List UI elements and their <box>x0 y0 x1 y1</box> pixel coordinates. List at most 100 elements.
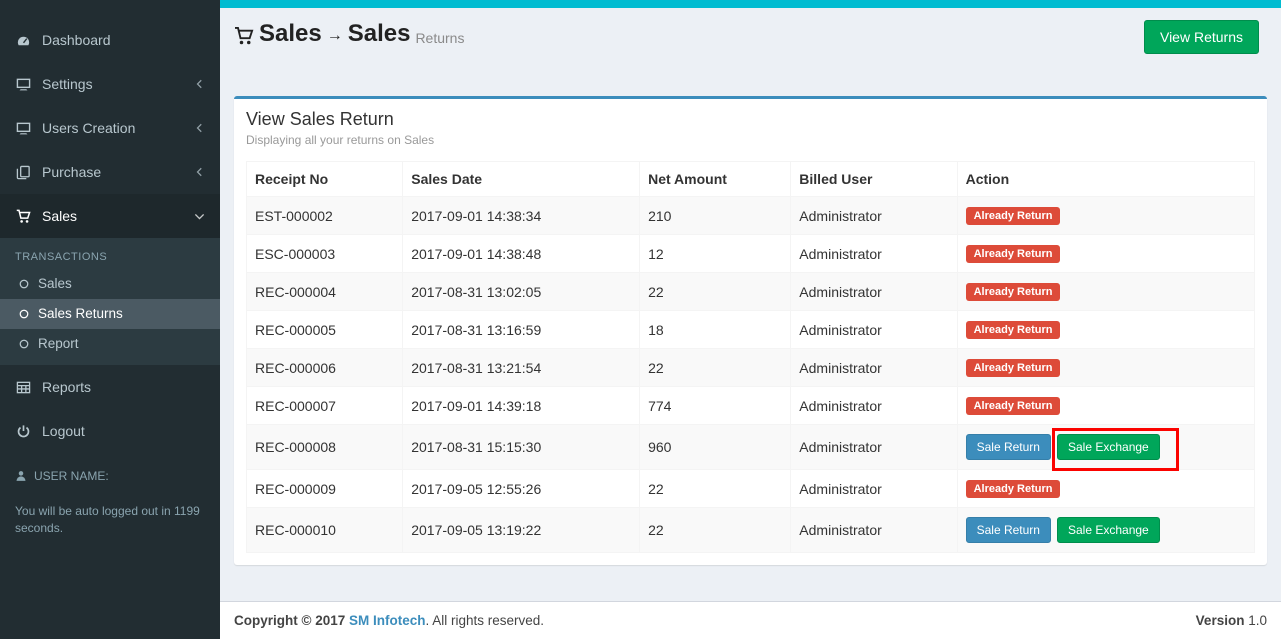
sale-exchange-button[interactable]: Sale Exchange <box>1056 517 1160 543</box>
table-header: Receipt No Sales Date Net Amount Billed … <box>245 161 1256 197</box>
cell-sales-date: 2017-08-31 13:16:59 <box>402 310 641 349</box>
monitor-icon <box>15 121 32 136</box>
circle-icon <box>19 309 29 319</box>
copy-icon <box>15 165 32 180</box>
cell-action: Already Return <box>956 348 1256 387</box>
sidebar-item-users-creation[interactable]: Users Creation <box>0 106 220 150</box>
sidebar-item-label: Settings <box>42 76 93 92</box>
column-header-sales-date: Sales Date <box>402 161 641 197</box>
cell-action: Sale Return Sale Exchange <box>956 507 1256 553</box>
sales-return-panel: View Sales Return Displaying all your re… <box>234 96 1267 565</box>
chevron-left-icon <box>195 167 205 177</box>
sidebar: Dashboard Settings Users Creation <box>0 0 220 639</box>
cell-receipt-no: REC-000006 <box>245 348 404 387</box>
version-value: 1.0 <box>1248 613 1267 628</box>
version-text: Version 1.0 <box>1196 613 1267 628</box>
panel-title: View Sales Return <box>246 109 394 129</box>
column-header-receipt-no: Receipt No <box>245 161 404 197</box>
cell-action: Already Return <box>956 469 1256 508</box>
sidebar-nav: Dashboard Settings Users Creation <box>0 0 220 453</box>
user-panel: USER NAME: You will be auto logged out i… <box>0 453 220 537</box>
already-return-badge: Already Return <box>965 245 1061 263</box>
cell-action: Already Return <box>956 234 1256 273</box>
cell-net-amount: 22 <box>639 469 792 508</box>
circle-icon <box>19 279 29 289</box>
monitor-icon <box>15 77 32 92</box>
top-accent-bar <box>220 0 1281 8</box>
cell-receipt-no: REC-000007 <box>245 386 404 425</box>
sidebar-item-purchase[interactable]: Purchase <box>0 150 220 194</box>
cell-billed-user: Administrator <box>790 469 958 508</box>
sidebar-item-label: Dashboard <box>42 32 111 48</box>
cell-sales-date: 2017-09-01 14:38:34 <box>402 196 641 235</box>
already-return-badge: Already Return <box>965 321 1061 339</box>
sales-submenu: TRANSACTIONS Sales Sales Returns <box>0 238 220 365</box>
user-icon <box>15 470 27 482</box>
power-icon <box>15 424 32 439</box>
table-row: REC-000008 2017-08-31 15:15:30 960 Administ… <box>245 424 1256 471</box>
cell-sales-date: 2017-08-31 13:02:05 <box>402 272 641 311</box>
table-body: EST-000002 2017-09-01 14:38:34 210 Administ… <box>245 196 1256 553</box>
sale-exchange-button[interactable]: Sale Exchange <box>1056 434 1160 460</box>
submenu-item-label: Sales Returns <box>38 306 123 321</box>
cell-receipt-no: REC-000010 <box>245 507 404 553</box>
cell-receipt-no: REC-000005 <box>245 310 404 349</box>
submenu-item-label: Report <box>38 336 79 351</box>
table-icon <box>15 380 32 395</box>
cell-sales-date: 2017-09-01 14:39:18 <box>402 386 641 425</box>
cell-billed-user: Administrator <box>790 310 958 349</box>
table-row: REC-000006 2017-08-31 13:21:54 22 Administr… <box>245 348 1256 387</box>
sidebar-item-sales[interactable]: Sales <box>0 194 220 238</box>
cell-billed-user: Administrator <box>790 196 958 235</box>
sidebar-item-label: Reports <box>42 379 92 395</box>
cell-billed-user: Administrator <box>790 234 958 273</box>
sidebar-item-label: Purchase <box>42 164 102 180</box>
cell-billed-user: Administrator <box>790 424 958 470</box>
table-row: REC-000004 2017-08-31 13:02:05 22 Administr… <box>245 272 1256 311</box>
sidebar-item-label: Users Creation <box>42 120 136 136</box>
cell-receipt-no: EST-000002 <box>245 196 404 235</box>
submenu-item-label: Sales <box>38 276 72 291</box>
cell-sales-date: 2017-09-05 13:19:22 <box>402 507 641 553</box>
auto-logout-notice: You will be auto logged out in 1199 seco… <box>15 504 200 535</box>
chevron-down-icon <box>194 211 205 222</box>
sale-return-button[interactable]: Sale Return <box>965 517 1051 543</box>
cell-net-amount: 22 <box>639 348 792 387</box>
breadcrumb-primary: Sales <box>259 20 322 47</box>
sale-return-button[interactable]: Sale Return <box>965 434 1051 460</box>
sidebar-item-logout[interactable]: Logout <box>0 409 220 453</box>
rights-text: . All rights reserved. <box>425 613 545 628</box>
cell-net-amount: 22 <box>639 272 792 311</box>
sidebar-item-reports[interactable]: Reports <box>0 365 220 409</box>
cell-action: Already Return <box>956 196 1256 235</box>
content-header: Sales → Sales Returns View Returns <box>220 8 1281 60</box>
table-row: REC-000009 2017-09-05 12:55:26 22 Administr… <box>245 469 1256 508</box>
cell-net-amount: 22 <box>639 507 792 553</box>
table-row: REC-000010 2017-09-05 13:19:22 22 Administr… <box>245 507 1256 553</box>
cell-action: Already Return <box>956 386 1256 425</box>
cell-net-amount: 960 <box>639 424 792 470</box>
already-return-badge: Already Return <box>965 480 1061 498</box>
highlight-rectangle: Sale Exchange <box>1051 428 1179 471</box>
submenu-section-label: TRANSACTIONS <box>15 251 108 263</box>
dashboard-icon <box>15 33 32 48</box>
submenu-item-sales[interactable]: Sales <box>0 269 220 299</box>
breadcrumb: Sales → Sales Returns <box>234 20 464 48</box>
column-header-billed-user: Billed User <box>790 161 958 197</box>
submenu-item-report[interactable]: Report <box>0 329 220 359</box>
sidebar-item-settings[interactable]: Settings <box>0 62 220 106</box>
sidebar-item-label: Logout <box>42 423 85 439</box>
table-row: EST-000002 2017-09-01 14:38:34 210 Administ… <box>245 196 1256 235</box>
submenu-item-sales-returns[interactable]: Sales Returns <box>0 299 220 329</box>
cell-receipt-no: REC-000004 <box>245 272 404 311</box>
panel-subtitle: Displaying all your returns on Sales <box>246 133 435 147</box>
cell-billed-user: Administrator <box>790 272 958 311</box>
cell-receipt-no: ESC-000003 <box>245 234 404 273</box>
chevron-left-icon <box>195 79 205 89</box>
cell-sales-date: 2017-08-31 13:21:54 <box>402 348 641 387</box>
cell-net-amount: 18 <box>639 310 792 349</box>
company-link[interactable]: SM Infotech <box>349 613 426 628</box>
sidebar-item-dashboard[interactable]: Dashboard <box>0 18 220 62</box>
cell-sales-date: 2017-08-31 15:15:30 <box>402 424 641 470</box>
view-returns-button[interactable]: View Returns <box>1143 20 1259 54</box>
